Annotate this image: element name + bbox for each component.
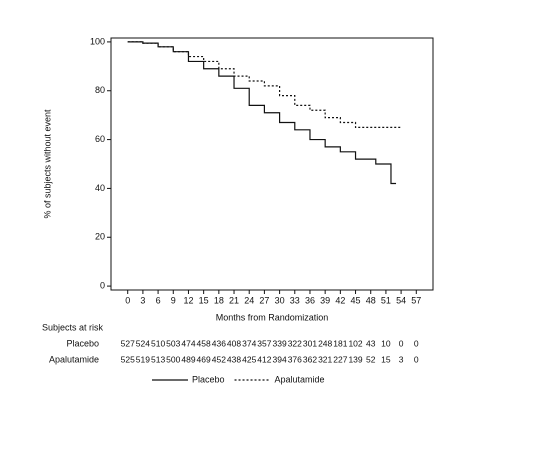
x-tick-label: 39: [320, 295, 330, 305]
risk-value: 500: [166, 354, 180, 364]
risk-value: 362: [303, 354, 317, 364]
risk-value: 0: [414, 338, 419, 348]
x-tick-label: 0: [125, 295, 130, 305]
risk-value: 322: [288, 338, 302, 348]
risk-value: 52: [366, 354, 376, 364]
risk-table-title: Subjects at risk: [42, 322, 104, 332]
risk-value: 510: [151, 338, 165, 348]
risk-value: 374: [242, 338, 256, 348]
y-tick-label: 40: [95, 183, 105, 193]
risk-value: 527: [121, 338, 135, 348]
risk-value: 3: [399, 354, 404, 364]
x-tick-label: 54: [396, 295, 406, 305]
x-tick-label: 42: [335, 295, 345, 305]
km-curve: [127, 41, 397, 185]
risk-value: 436: [212, 338, 226, 348]
x-tick-label: 27: [259, 295, 269, 305]
y-tick-label: 60: [95, 134, 105, 144]
y-tick-label: 80: [95, 85, 105, 95]
risk-value: 513: [151, 354, 165, 364]
x-tick-label: 48: [366, 295, 376, 305]
risk-value: 474: [181, 338, 195, 348]
legend-label: Placebo: [192, 374, 225, 384]
risk-value: 376: [288, 354, 302, 364]
x-tick-label: 33: [290, 295, 300, 305]
risk-value: 0: [399, 338, 404, 348]
x-tick-label: 36: [305, 295, 315, 305]
x-tick-label: 45: [351, 295, 361, 305]
x-axis-label: Months from Randomization: [216, 312, 329, 322]
risk-value: 525: [121, 354, 135, 364]
km-curve: [127, 41, 402, 128]
risk-value: 301: [303, 338, 317, 348]
x-tick-label: 57: [411, 295, 421, 305]
risk-value: 321: [318, 354, 332, 364]
risk-row-label: Placebo: [66, 338, 99, 348]
plot-frame: [110, 37, 434, 291]
risk-value: 394: [273, 354, 287, 364]
risk-value: 425: [242, 354, 256, 364]
risk-value: 408: [227, 338, 241, 348]
x-tick-label: 18: [214, 295, 224, 305]
risk-value: 15: [381, 354, 391, 364]
risk-value: 412: [257, 354, 271, 364]
risk-value: 139: [348, 354, 362, 364]
risk-row-label: Apalutamide: [49, 354, 99, 364]
risk-value: 469: [197, 354, 211, 364]
risk-value: 0: [414, 354, 419, 364]
risk-value: 452: [212, 354, 226, 364]
y-tick-label: 100: [90, 36, 105, 46]
risk-value: 339: [273, 338, 287, 348]
x-tick-label: 15: [199, 295, 209, 305]
risk-value: 357: [257, 338, 271, 348]
legend-label: Apalutamide: [275, 374, 325, 384]
risk-value: 458: [197, 338, 211, 348]
risk-value: 102: [348, 338, 362, 348]
risk-value: 503: [166, 338, 180, 348]
risk-value: 438: [227, 354, 241, 364]
risk-value: 248: [318, 338, 332, 348]
y-tick-label: 0: [100, 280, 105, 290]
x-tick-label: 30: [275, 295, 285, 305]
risk-value: 524: [136, 338, 150, 348]
y-axis-label: % of subjects without event: [42, 109, 52, 219]
x-tick-label: 12: [183, 295, 193, 305]
x-tick-label: 24: [244, 295, 254, 305]
x-tick-label: 3: [140, 295, 145, 305]
x-tick-label: 6: [156, 295, 161, 305]
y-tick-label: 20: [95, 232, 105, 242]
x-tick-label: 51: [381, 295, 391, 305]
x-tick-label: 9: [171, 295, 176, 305]
risk-value: 181: [333, 338, 347, 348]
risk-value: 227: [333, 354, 347, 364]
risk-value: 10: [381, 338, 391, 348]
risk-value: 489: [181, 354, 195, 364]
x-tick-label: 21: [229, 295, 239, 305]
risk-value: 43: [366, 338, 376, 348]
risk-value: 519: [136, 354, 150, 364]
